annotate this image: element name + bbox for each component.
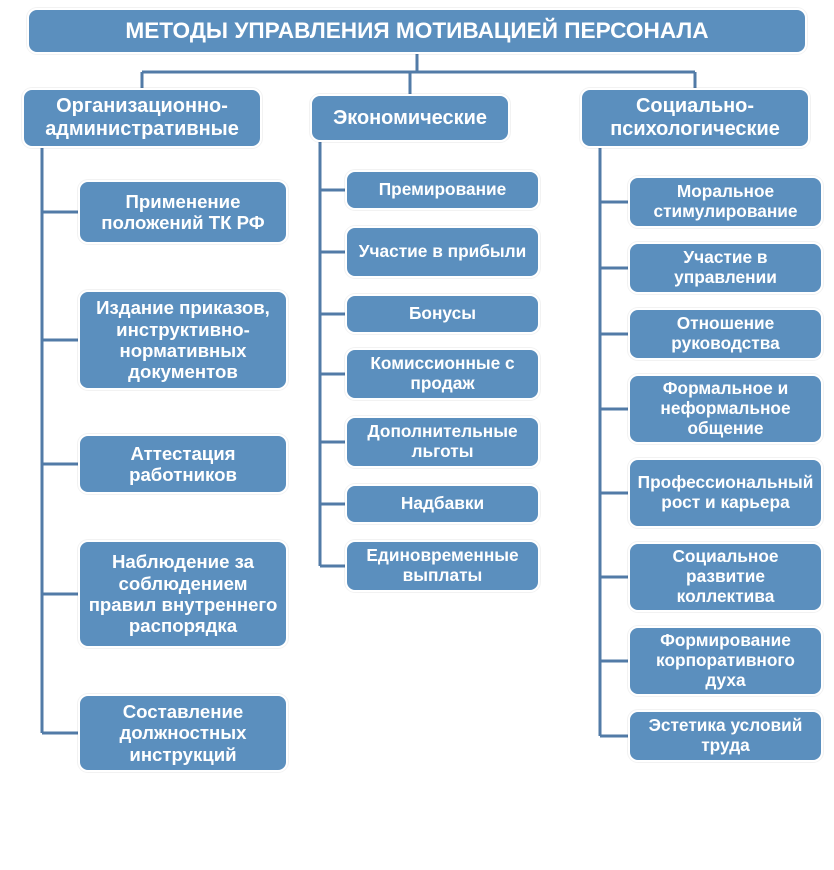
branch-social-item-0: Моральное стимулирование bbox=[628, 176, 823, 228]
branch-social-item-5: Социальное развитие коллектива bbox=[628, 542, 823, 612]
branch-econ-item-0: Премирование bbox=[345, 170, 540, 210]
diagram-stage: МЕТОДЫ УПРАВЛЕНИЯ МОТИВАЦИЕЙ ПЕРСОНАЛА Ор… bbox=[0, 0, 834, 870]
branch-econ-item-1: Участие в прибыли bbox=[345, 226, 540, 278]
branch-social-item-7: Эстетика условий труда bbox=[628, 710, 823, 762]
branch-header-admin: Организационно- административные bbox=[22, 88, 262, 148]
branch-social-item-6: Формирование корпоративного духа bbox=[628, 626, 823, 696]
branch-admin-item-1: Издание приказов, инструктивно-нормативн… bbox=[78, 290, 288, 390]
branch-econ-item-2: Бонусы bbox=[345, 294, 540, 334]
branch-header-social: Социально- психологические bbox=[580, 88, 810, 148]
branch-social-item-1: Участие в управлении bbox=[628, 242, 823, 294]
branch-social-item-3: Формальное и неформальное общение bbox=[628, 374, 823, 444]
branch-admin-item-4: Составление должностных инструкций bbox=[78, 694, 288, 772]
branch-admin-item-2: Аттестация работников bbox=[78, 434, 288, 494]
branch-econ-item-3: Комиссионные с продаж bbox=[345, 348, 540, 400]
branch-admin-item-3: Наблюдение за соблюдением правил внутрен… bbox=[78, 540, 288, 648]
branch-social-item-2: Отношение руководства bbox=[628, 308, 823, 360]
branch-social-item-4: Профессиональный рост и карьера bbox=[628, 458, 823, 528]
branch-econ-item-6: Единовременные выплаты bbox=[345, 540, 540, 592]
branch-admin-item-0: Применение положений ТК РФ bbox=[78, 180, 288, 244]
branch-econ-item-4: Дополнительные льготы bbox=[345, 416, 540, 468]
title-box: МЕТОДЫ УПРАВЛЕНИЯ МОТИВАЦИЕЙ ПЕРСОНАЛА bbox=[27, 8, 807, 54]
branch-econ-item-5: Надбавки bbox=[345, 484, 540, 524]
branch-header-econ: Экономические bbox=[310, 94, 510, 142]
